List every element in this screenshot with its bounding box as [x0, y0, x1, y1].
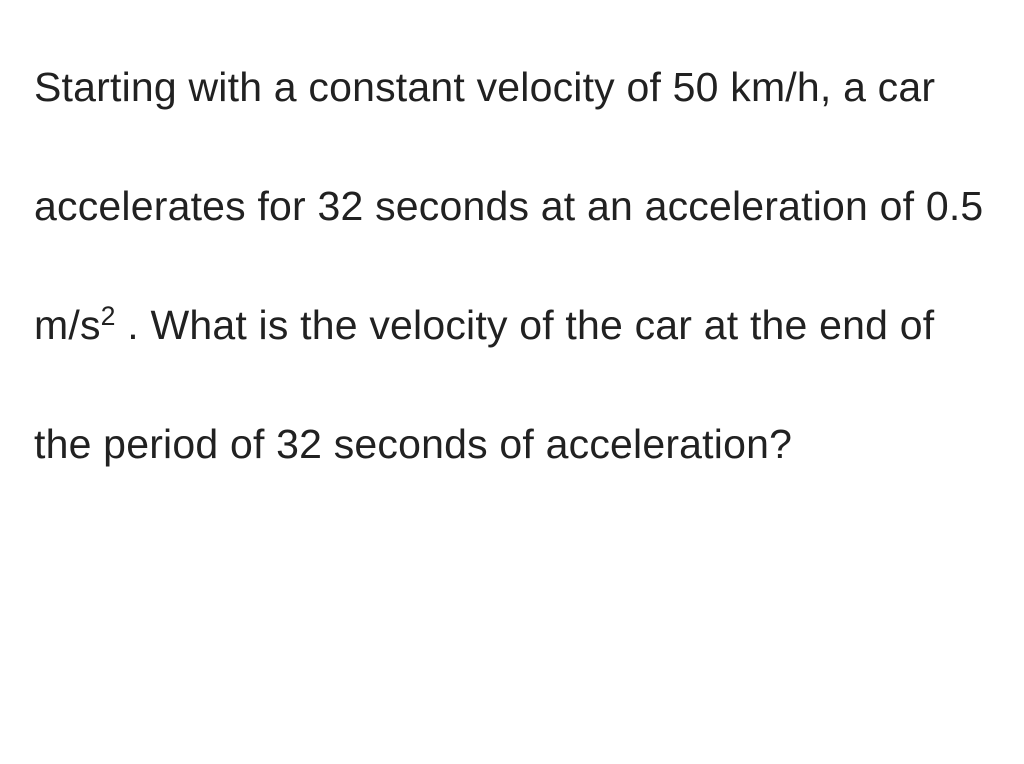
question-text: Starting with a constant velocity of 50 …	[34, 28, 990, 504]
exponent-superscript: 2	[101, 301, 116, 331]
question-part-2: . What is the velocity of the car at the…	[34, 302, 934, 467]
page-container: Starting with a constant velocity of 50 …	[0, 0, 1024, 532]
